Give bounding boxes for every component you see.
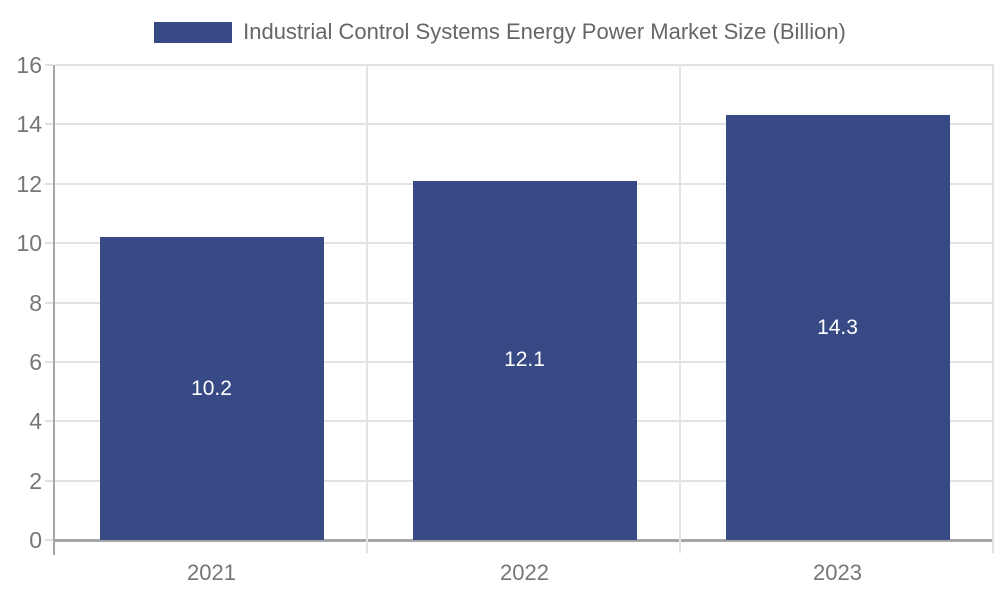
legend: Industrial Control Systems Energy Power … [0, 16, 1000, 48]
gridline-vertical [679, 65, 681, 553]
x-category-label: 2021 [187, 560, 236, 585]
y-tick-mark [45, 360, 53, 363]
y-tick-mark [45, 539, 53, 541]
y-tick-mark [45, 301, 53, 304]
x-category-label: 2022 [500, 560, 549, 585]
y-tick-mark [45, 242, 53, 245]
y-tick-label: 6 [29, 348, 42, 375]
y-tick-mark [45, 479, 53, 482]
y-tick-label: 2 [29, 467, 42, 494]
gridline-horizontal [55, 64, 994, 66]
y-tick-label: 10 [16, 230, 42, 257]
bar-value-label: 12.1 [504, 348, 545, 372]
bar [99, 237, 324, 540]
bar-value-label: 10.2 [191, 376, 232, 400]
y-tick-label: 12 [16, 170, 42, 197]
y-axis-line [53, 65, 55, 555]
x-axis-line [53, 539, 994, 542]
bar [725, 115, 950, 540]
gridline-vertical [366, 65, 368, 553]
y-tick-label: 0 [29, 527, 42, 553]
y-tick-label: 8 [29, 289, 42, 316]
y-tick-label: 14 [16, 111, 42, 138]
y-tick-mark [45, 123, 53, 126]
y-tick-label: 4 [29, 408, 42, 435]
x-category-label: 2023 [813, 560, 862, 585]
y-tick-label: 16 [16, 52, 42, 78]
legend-swatch [154, 21, 233, 43]
legend-label: Industrial Control Systems Energy Power … [243, 19, 846, 44]
gridline-horizontal [55, 123, 994, 126]
bar-value-label: 14.3 [817, 315, 858, 339]
y-tick-mark [45, 64, 53, 66]
gridline-vertical [992, 65, 994, 553]
plot-area: 0 2 4 6 8 10 12 14 16 10.2 2021 12.1 2022 14.3 2023 [16, 52, 994, 585]
bar [412, 180, 637, 540]
y-tick-mark [45, 182, 53, 185]
y-tick-mark [45, 420, 53, 423]
